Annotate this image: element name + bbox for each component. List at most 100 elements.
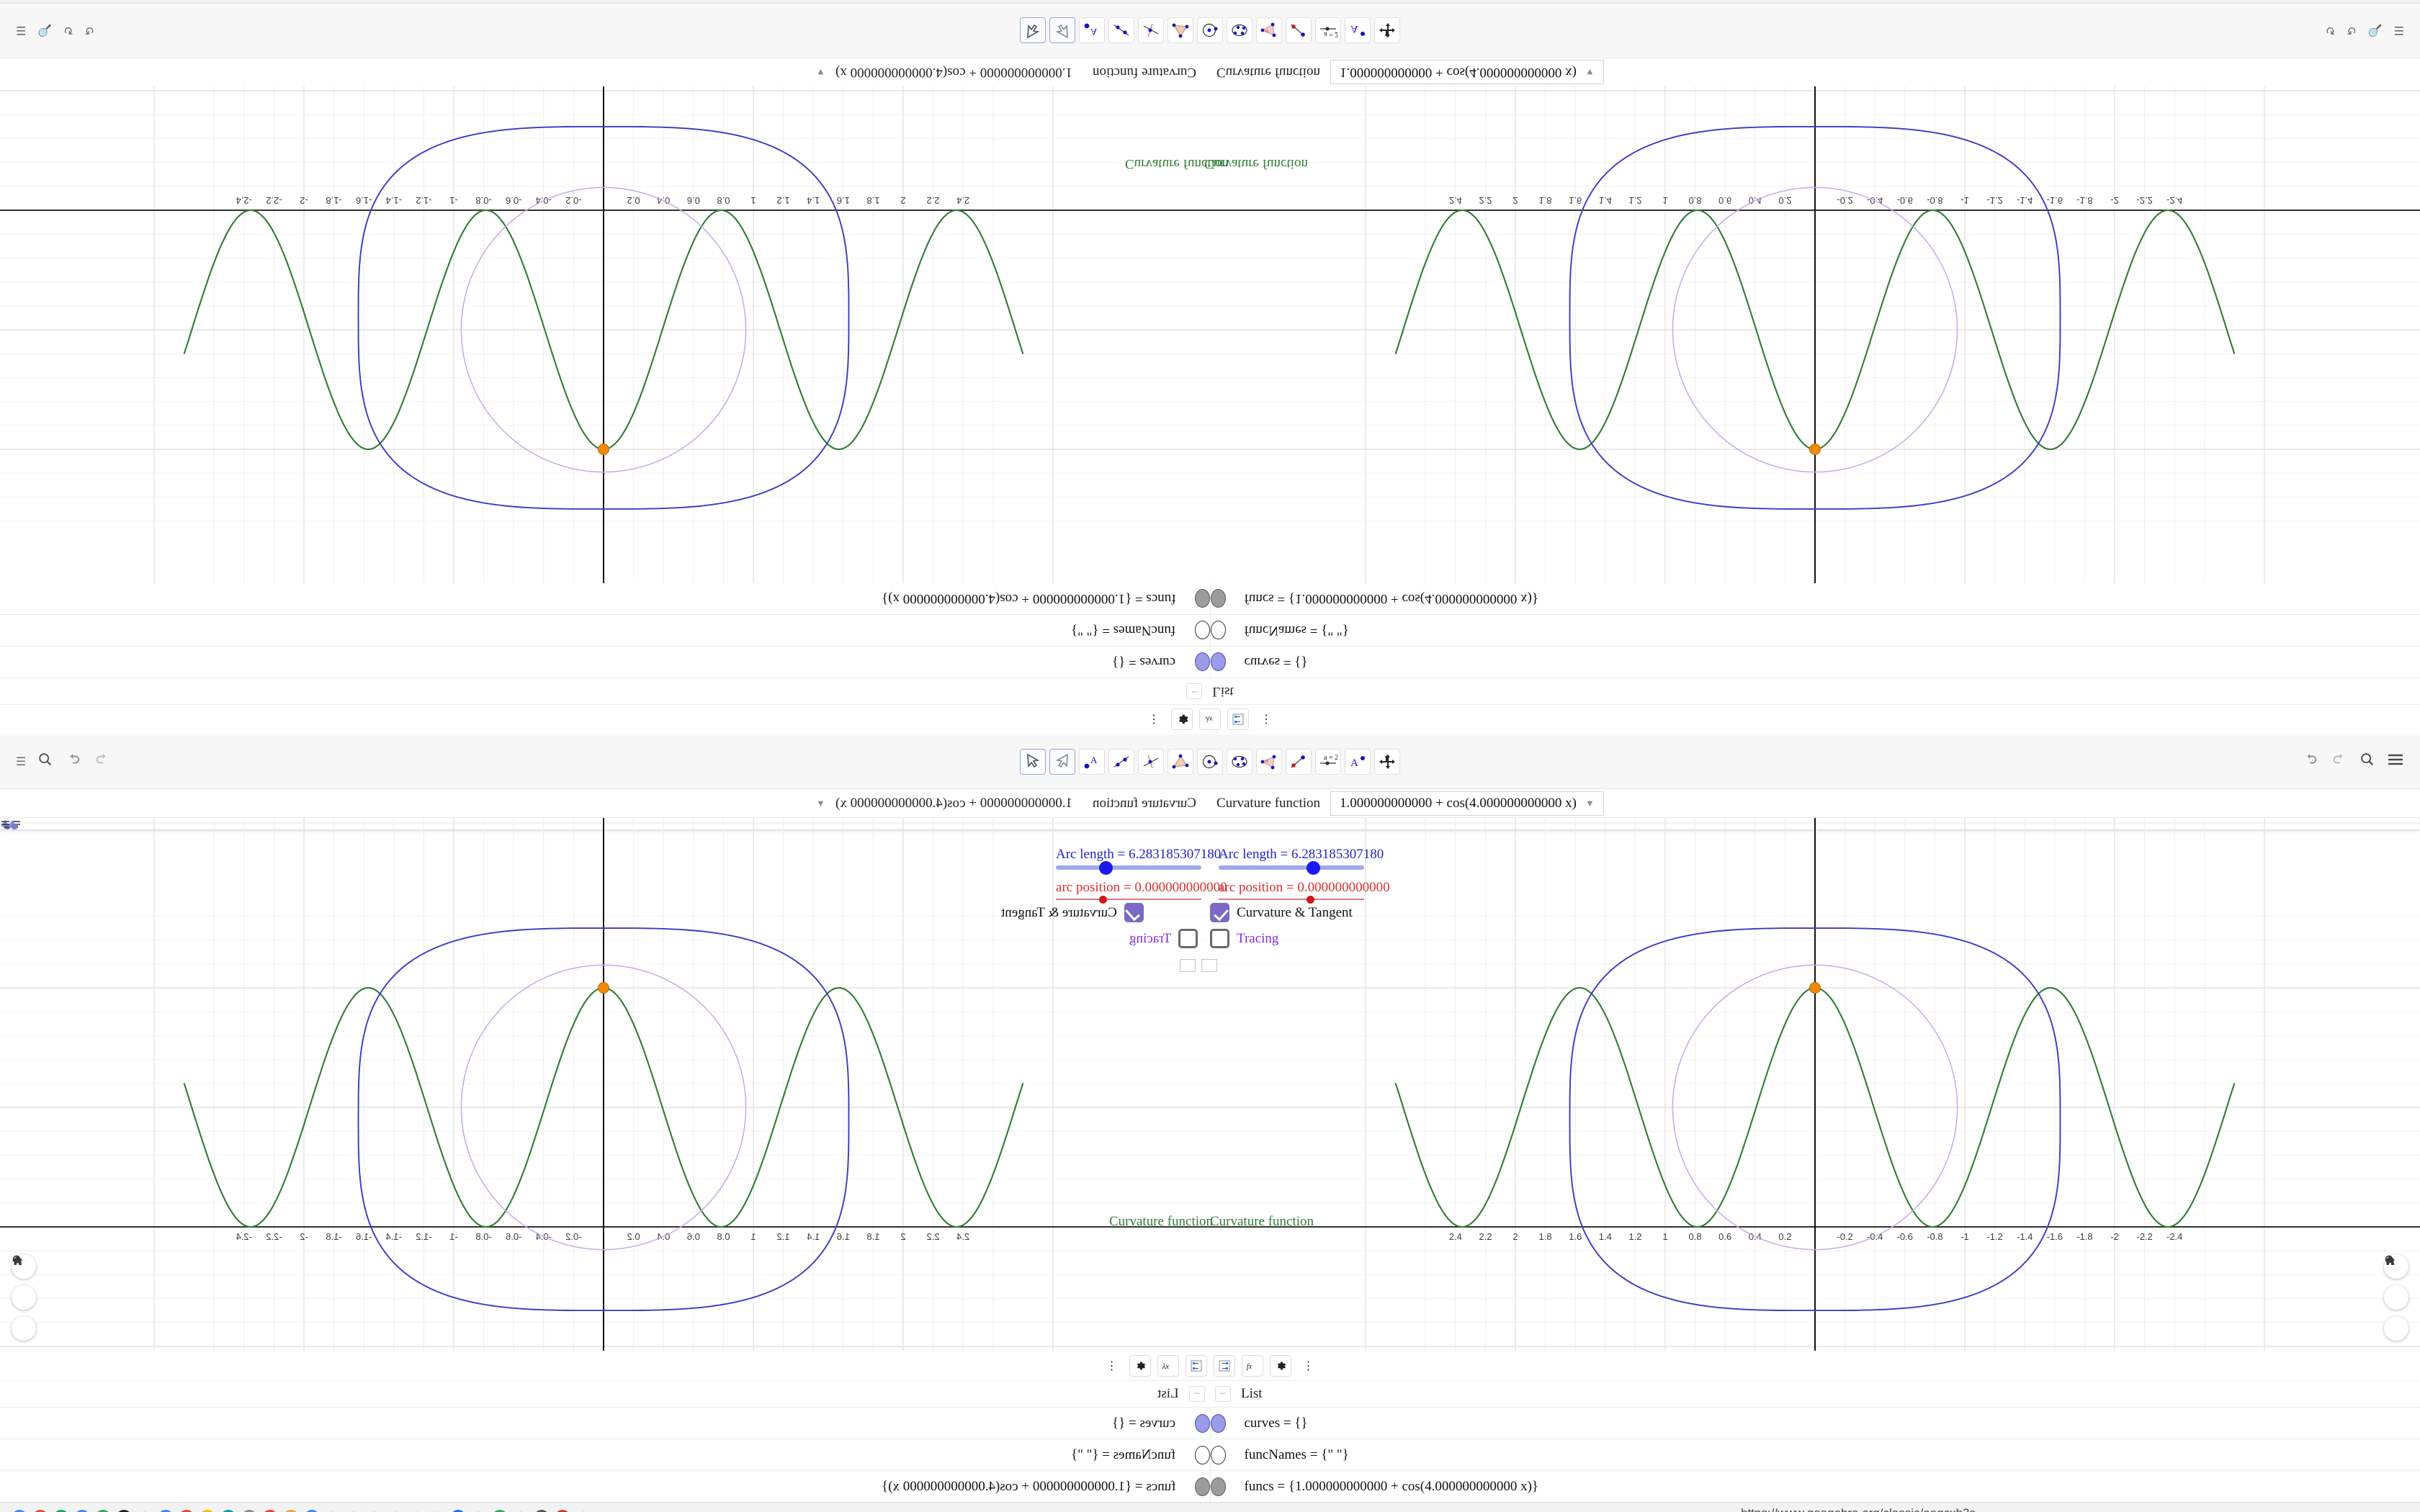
chevron-down-icon-mirror[interactable]: ▼ (816, 798, 825, 809)
tree-view-icon-2[interactable] (1213, 1354, 1235, 1377)
table-row[interactable]: funcNames = {" "} funcNames = {" "} (0, 1439, 2420, 1470)
bookmarks-bar-mirrored[interactable]: GЯSGGW✪GGGeiЯ▤G✪✪✪✪✪✪O✪G✪gearf✪ (0, 0, 603, 3)
undo-icon-2[interactable]: ↺ (2325, 24, 2336, 37)
checkbox-icon[interactable] (1124, 903, 1144, 922)
menu-dots-icon-2[interactable]: ⋮ (1297, 1354, 1319, 1377)
slider-tool[interactable]: a = 2 (1315, 748, 1341, 775)
curvature-function-input[interactable]: 1.000000000000 + cos(4.000000000000 x) ▼ (1330, 60, 1604, 85)
chevron-down-icon[interactable]: ▼ (1585, 797, 1595, 809)
undo-icon[interactable] (65, 752, 82, 771)
polygon-tool[interactable] (1168, 748, 1193, 775)
tree-view-icon[interactable] (1227, 708, 1249, 731)
visibility-marble-2[interactable] (1210, 621, 1226, 640)
table-row[interactable]: funcs = {1.000000000000 + cos(4.00000000… (0, 583, 2420, 615)
ellipse-tool[interactable] (1227, 17, 1252, 44)
bookmark-g-icon[interactable]: G (200, 1510, 215, 1512)
bookmark-e-icon[interactable]: e (220, 1510, 236, 1512)
perpendicular-line-tool[interactable] (1138, 17, 1164, 44)
url-bar[interactable]: https://www.geogebra.org/classic/aagcxh3… (1635, 1504, 2081, 1512)
line-tool[interactable] (1108, 748, 1134, 775)
bookmark-я-icon[interactable]: Я (262, 1510, 278, 1512)
arc-length-slider[interactable]: Arc length = 6.283185307180 (1219, 847, 1384, 875)
graphics-view[interactable]: -2.4 -2.4 -2.2 -2.2 -2 -2 -1.8 -1.8 -1.6 -1.6 -1.4… (0, 818, 2420, 1351)
checkbox-icon[interactable] (1210, 929, 1229, 948)
undo-icon-2[interactable] (2302, 752, 2319, 771)
bookmarks-bar[interactable]: GЯSGGW✪GGGeiЯ▤G✪✪✪✪✪✪O✪G✪gearf✪ (0, 1503, 603, 1512)
algebra-toolbar[interactable]: ⋮ λx fx ⋮ (0, 1351, 2420, 1381)
menu-dots-icon[interactable]: ⋮ (1143, 708, 1165, 731)
visibility-marble[interactable] (1194, 621, 1210, 640)
visibility-marble-2[interactable] (1210, 1445, 1226, 1464)
bookmark-g-icon[interactable]: G (158, 1510, 174, 1512)
bookmark-g-icon[interactable]: G (304, 1510, 320, 1512)
move-graphics-tool[interactable] (1049, 17, 1075, 44)
slider-handle[interactable] (1099, 860, 1113, 875)
visibility-marble[interactable] (1194, 1413, 1210, 1433)
bookmark-star-icon[interactable]: ✪ (408, 1510, 424, 1512)
style-bar-button-2[interactable] (0, 820, 2420, 829)
bookmark-g-icon[interactable]: G (179, 1510, 194, 1512)
move-graphics-view-tool[interactable] (1374, 17, 1400, 44)
visibility-marble[interactable] (1194, 652, 1210, 672)
angle-tool[interactable]: α (1256, 17, 1282, 44)
chevron-down-icon[interactable]: ▼ (816, 67, 825, 78)
polygon-tool[interactable] (1168, 17, 1193, 44)
small-button[interactable] (1180, 959, 1196, 972)
search-icon-2[interactable]: 🔍 (2367, 24, 2383, 37)
bookmark-o-icon[interactable]: O (450, 1510, 466, 1512)
toolbar-right-actions[interactable] (2302, 752, 2404, 771)
bookmark-star-icon[interactable]: ✪ (471, 1510, 487, 1512)
hamburger-menu-icon-2[interactable]: ☰ (2393, 24, 2404, 37)
reflect-tool[interactable] (1286, 748, 1312, 775)
arc-position-slider[interactable]: arc position = 0.000000000000 (1219, 880, 1390, 904)
function-fx-icon[interactable]: λx (1199, 708, 1221, 731)
bookmark-star-icon[interactable]: ✪ (575, 1510, 591, 1512)
curvature-tangent-checkbox[interactable]: Curvature & Tangent (1210, 903, 1353, 922)
bookmark-я-icon[interactable]: Я (32, 1510, 48, 1512)
bookmark-star-icon[interactable]: ✪ (429, 1510, 445, 1512)
zoom-out-icon[interactable] (12, 1255, 36, 1341)
zoom-in-icon[interactable] (12, 1255, 36, 1310)
bookmark-f-icon[interactable]: f (555, 1510, 570, 1512)
tracing-checkbox-mirrored[interactable]: Tracing (1129, 929, 1198, 948)
small-button-2[interactable] (1201, 959, 1217, 972)
toolbar-right-actions[interactable]: ↺ ↻ 🔍 ☰ (2326, 24, 2404, 38)
zoom-out-icon-2[interactable] (2384, 1255, 2408, 1341)
visibility-marble[interactable] (1194, 589, 1210, 608)
visibility-marble-2[interactable] (1210, 1413, 1226, 1433)
bookmark-s-icon[interactable]: S (53, 1510, 69, 1512)
reflect-tool[interactable] (1286, 17, 1312, 44)
table-row[interactable]: funcNames = {" "} funcNames = {" "} (0, 615, 2420, 647)
search-icon[interactable] (37, 752, 53, 771)
perpendicular-line-tool[interactable] (1138, 748, 1164, 775)
bookmark-star-icon[interactable]: ✪ (325, 1510, 341, 1512)
ellipse-tool[interactable] (1227, 748, 1252, 775)
redo-icon[interactable]: ↻ (84, 24, 95, 37)
visibility-marble[interactable] (1194, 1477, 1210, 1496)
graphics-view-mirrored[interactable]: -2.4 -2.4 -2.2 -2.2 -2 -2 -1.8 -1.8 -1.6 -1.6 -1.4… (0, 86, 2420, 583)
move-graphics-tool[interactable] (1049, 748, 1075, 775)
circle-center-tool[interactable] (1197, 17, 1223, 44)
collapse-icon-mirror[interactable]: − (1189, 1386, 1205, 1402)
view-controls[interactable] (12, 1254, 36, 1341)
point-tool[interactable]: A (1079, 17, 1105, 44)
visibility-marble-2[interactable] (1210, 1477, 1226, 1496)
hamburger-menu-icon[interactable]: ☰ (16, 24, 27, 37)
line-tool[interactable] (1108, 17, 1134, 44)
slider-handle[interactable] (1307, 860, 1320, 875)
redo-icon-2[interactable]: ↻ (2347, 24, 2357, 37)
slider-handle[interactable] (1307, 895, 1314, 904)
tree-view-icon[interactable] (1185, 1354, 1207, 1377)
bookmark-star-icon[interactable]: ✪ (513, 1510, 529, 1512)
redo-icon[interactable] (94, 752, 111, 771)
bookmark-g-icon[interactable]: G (492, 1510, 508, 1512)
home-icon-2[interactable] (2384, 1254, 2408, 1279)
bookmark-star-icon[interactable]: ✪ (367, 1510, 382, 1512)
visibility-marble[interactable] (1194, 1445, 1210, 1464)
input-row-mirrored[interactable]: ▼ 1.000000000000 + cos(4.000000000000 x)… (0, 58, 2420, 86)
move-tool[interactable] (1020, 17, 1046, 44)
chevron-down-icon-2[interactable]: ▼ (1585, 67, 1595, 78)
arc-length-slider-mirrored[interactable]: Arc length = 6.283185307180 (1056, 847, 1221, 875)
